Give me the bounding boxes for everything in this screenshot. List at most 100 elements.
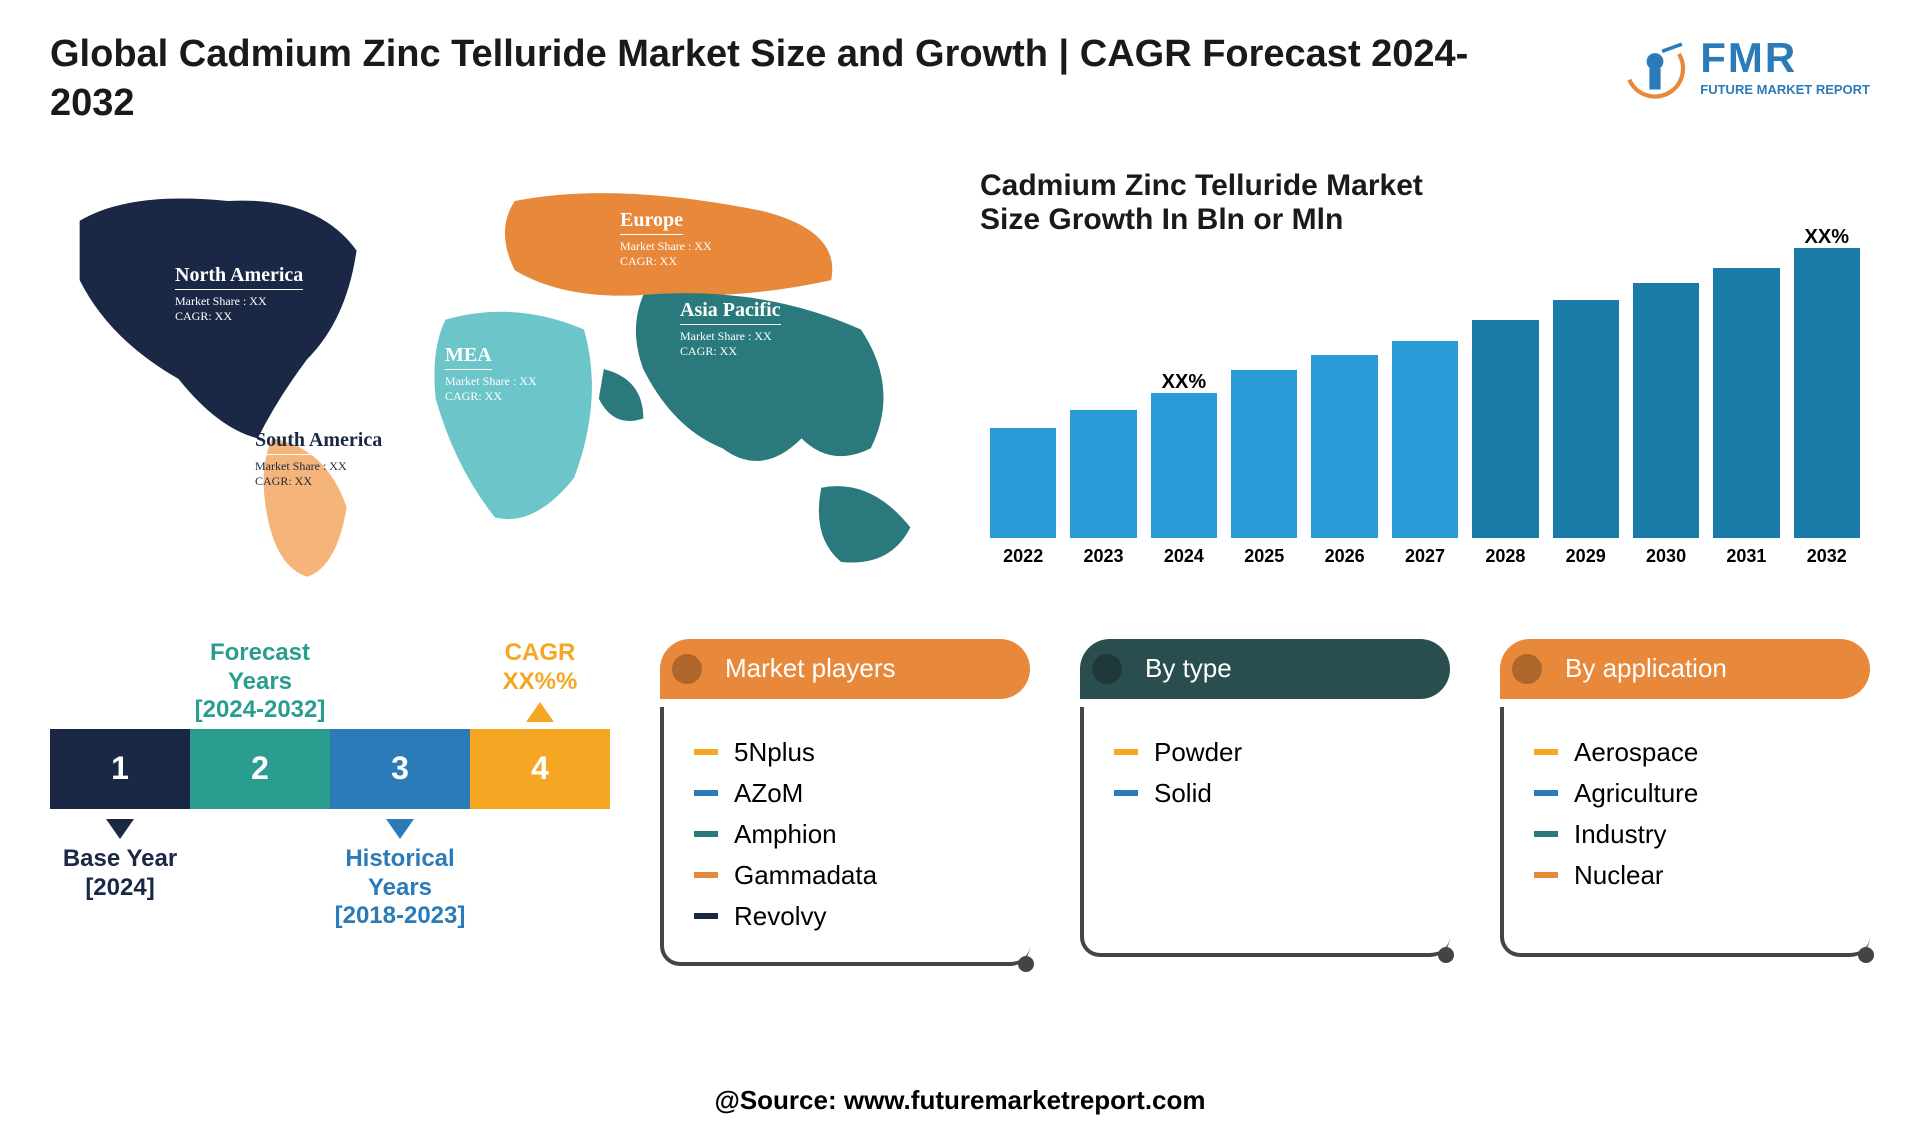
bar-year-label: 2028	[1485, 546, 1525, 567]
info-item: Aerospace	[1534, 737, 1870, 768]
bar-2027: 2027	[1392, 341, 1458, 567]
timeline-annot-forecast: Forecast Years[2024-2032]	[190, 639, 330, 751]
dash-icon	[1534, 749, 1558, 755]
logo-sub: FUTURE MARKET REPORT	[1700, 82, 1870, 97]
info-item: Revolvy	[694, 901, 1030, 932]
source-text: @Source: www.futuremarketreport.com	[714, 1085, 1205, 1116]
region-cagr: CAGR: XX	[680, 344, 781, 359]
bar-2023: 2023	[1070, 410, 1136, 567]
bar-2030: 2030	[1633, 283, 1699, 567]
info-item: Powder	[1114, 737, 1450, 768]
region-share: Market Share : XX	[445, 374, 537, 389]
region-cagr: CAGR: XX	[175, 309, 303, 324]
info-pill-title: By application	[1565, 653, 1727, 684]
info-item-label: Revolvy	[734, 901, 826, 932]
bar-2025: 2025	[1231, 370, 1297, 567]
region-share: Market Share : XX	[680, 329, 781, 344]
bar-2028: 2028	[1472, 320, 1538, 567]
bar-year-label: 2031	[1726, 546, 1766, 567]
region-label-europe: Europe Market Share : XX CAGR: XX	[620, 209, 712, 269]
top-section: North America Market Share : XX CAGR: XX…	[50, 169, 1870, 589]
info-item: AZoM	[694, 778, 1030, 809]
bar-year-label: 2027	[1405, 546, 1445, 567]
info-pill-title: By type	[1145, 653, 1232, 684]
timeline-annot-base_year: Base Year[2024]	[50, 819, 190, 903]
info-item-label: Powder	[1154, 737, 1242, 768]
bar-rect	[990, 428, 1056, 538]
bar-2029: 2029	[1553, 300, 1619, 567]
region-label-north-america: North America Market Share : XX CAGR: XX	[175, 264, 303, 324]
logo-text: FMR FUTURE MARKET REPORT	[1700, 34, 1870, 97]
triangle-down-icon	[106, 819, 134, 839]
bar-rect	[1794, 248, 1860, 538]
region-label-mea: MEA Market Share : XX CAGR: XX	[445, 344, 537, 404]
dash-icon	[694, 749, 718, 755]
bar-rect	[1392, 341, 1458, 538]
triangle-down-icon	[386, 819, 414, 839]
info-item-label: Amphion	[734, 819, 837, 850]
bar-rect	[1553, 300, 1619, 538]
bar-year-label: 2022	[1003, 546, 1043, 567]
annot-label: CAGR	[470, 639, 610, 668]
world-map: North America Market Share : XX CAGR: XX…	[50, 169, 940, 589]
region-name: Asia Pacific	[680, 299, 781, 325]
bar-rect	[1151, 393, 1217, 538]
region-mea	[434, 312, 591, 519]
bar-2032: XX% 2032	[1794, 248, 1860, 567]
info-item-label: Agriculture	[1574, 778, 1698, 809]
dash-icon	[694, 831, 718, 837]
bar-year-label: 2026	[1325, 546, 1365, 567]
bars-container: 2022 2023 XX% 2024 2025 2026 2027 2028 20…	[980, 247, 1870, 567]
info-pill: By application	[1500, 639, 1870, 699]
info-item-label: 5Nplus	[734, 737, 815, 768]
triangle-up-icon	[526, 702, 554, 722]
timeline-seg-4: 4	[470, 729, 610, 809]
dash-icon	[1534, 872, 1558, 878]
bar-year-label: 2025	[1244, 546, 1284, 567]
annot-label: Base Year	[50, 845, 190, 874]
bar-rect	[1070, 410, 1136, 538]
region-name: Europe	[620, 209, 683, 235]
info-item: Nuclear	[1534, 860, 1870, 891]
region-cagr: CAGR: XX	[620, 254, 712, 269]
info-item: Amphion	[694, 819, 1030, 850]
annot-value: [2018-2023]	[330, 902, 470, 931]
bottom-section: 1234 Base Year[2024]Forecast Years[2024-…	[50, 639, 1870, 966]
dash-icon	[1114, 790, 1138, 796]
dash-icon	[1534, 790, 1558, 796]
info-body: 5Nplus AZoM Amphion Gammadata Revolvy	[660, 707, 1030, 966]
info-col-by-application: By application Aerospace Agriculture Indus…	[1500, 639, 1870, 966]
logo: FMR FUTURE MARKET REPORT	[1620, 30, 1870, 100]
timeline-seg-1: 1	[50, 729, 190, 809]
dash-icon	[1534, 831, 1558, 837]
info-pill-title: Market players	[725, 653, 896, 684]
triangle-up-icon	[246, 731, 274, 751]
annot-value: [2024]	[50, 874, 190, 903]
info-item-label: Gammadata	[734, 860, 877, 891]
dash-icon	[694, 790, 718, 796]
info-item-label: Nuclear	[1574, 860, 1664, 891]
bar-2024: XX% 2024	[1151, 393, 1217, 567]
info-item: Gammadata	[694, 860, 1030, 891]
info-item: Industry	[1534, 819, 1870, 850]
bar-2026: 2026	[1311, 355, 1377, 567]
bar-chart: Cadmium Zinc Telluride Market Size Growt…	[980, 169, 1870, 589]
bar-rect	[1713, 268, 1779, 538]
info-item: Agriculture	[1534, 778, 1870, 809]
region-cagr: CAGR: XX	[445, 389, 537, 404]
info-item: 5Nplus	[694, 737, 1030, 768]
bar-rect	[1231, 370, 1297, 538]
bar-rect	[1311, 355, 1377, 538]
annot-label: Forecast Years	[190, 639, 330, 697]
region-cagr: CAGR: XX	[255, 474, 382, 489]
info-item: Solid	[1114, 778, 1450, 809]
logo-main: FMR	[1700, 34, 1870, 82]
dash-icon	[694, 913, 718, 919]
region-label-asia-pacific: Asia Pacific Market Share : XX CAGR: XX	[680, 299, 781, 359]
header: Global Cadmium Zinc Telluride Market Siz…	[50, 30, 1870, 129]
bar-year-label: 2023	[1084, 546, 1124, 567]
bar-year-label: 2032	[1807, 546, 1847, 567]
chart-title: Cadmium Zinc Telluride Market Size Growt…	[980, 169, 1480, 237]
bar-rect	[1472, 320, 1538, 538]
bar-year-label: 2024	[1164, 546, 1204, 567]
